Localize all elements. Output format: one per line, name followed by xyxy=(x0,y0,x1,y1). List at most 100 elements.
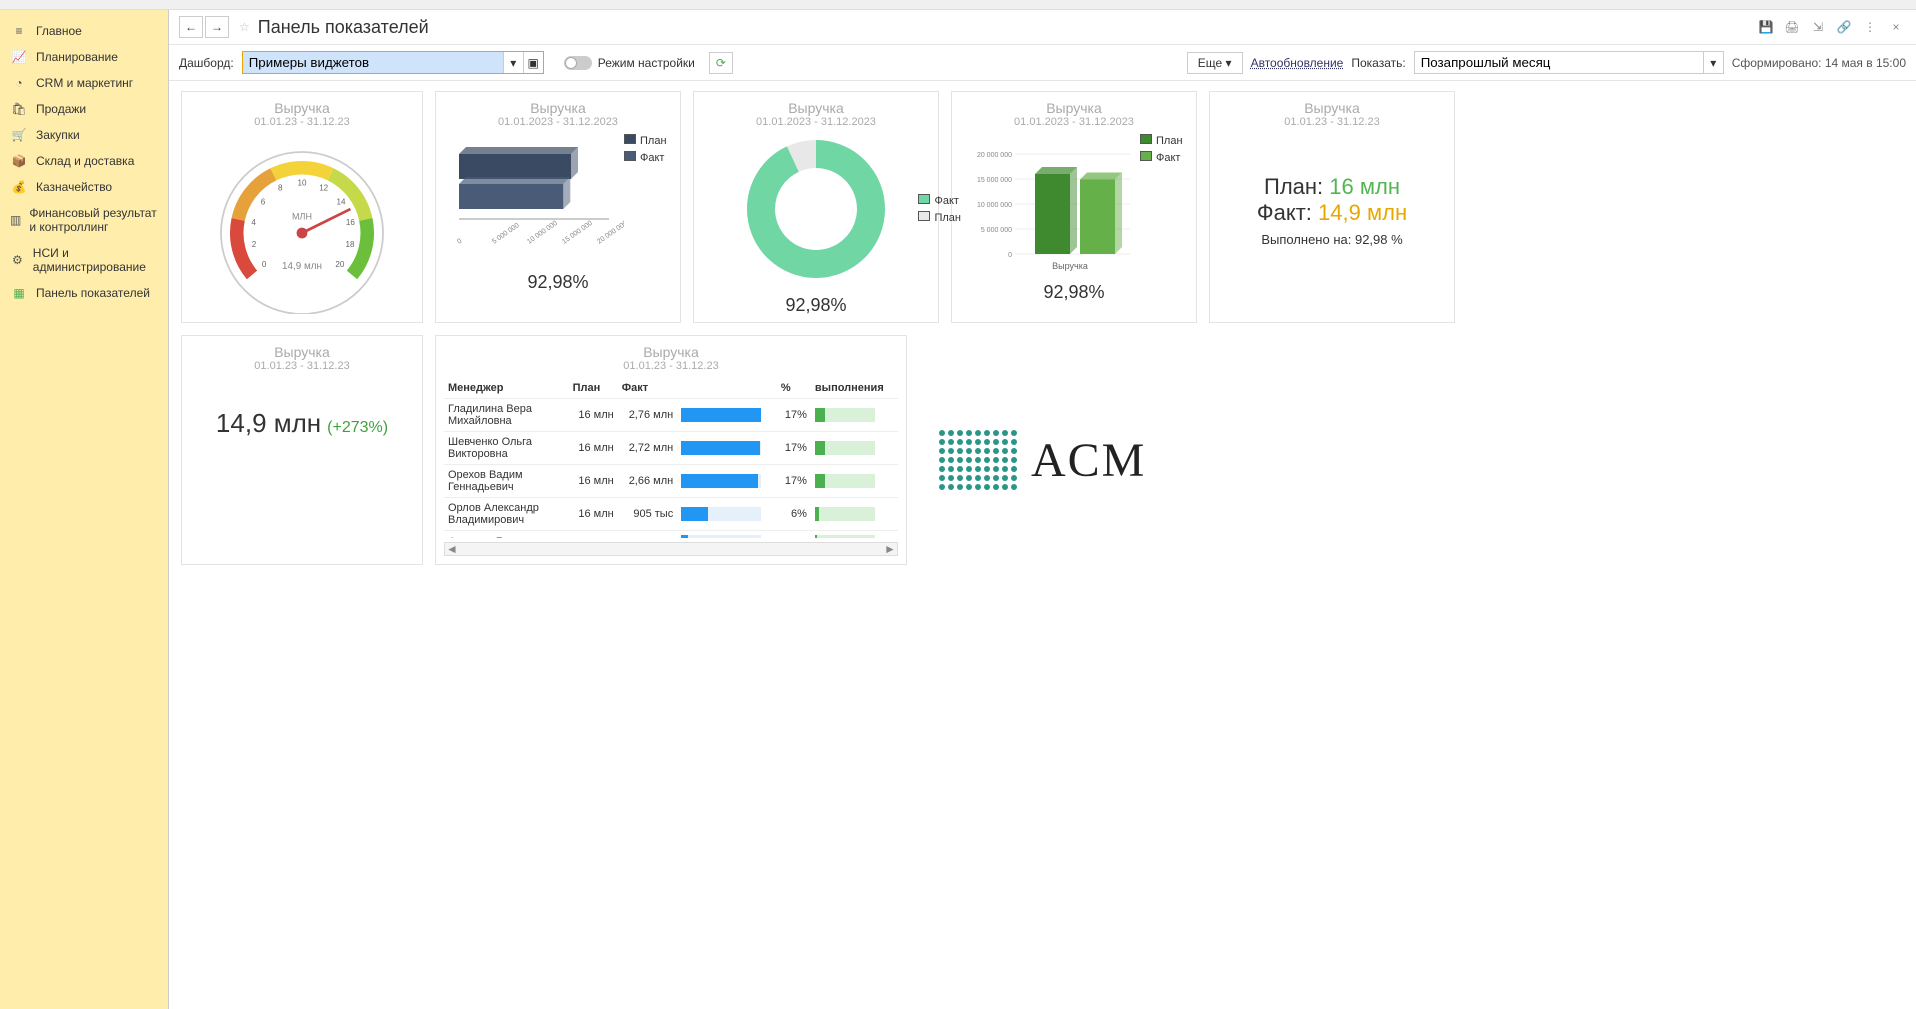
svg-text:10 000 000: 10 000 000 xyxy=(526,220,559,246)
panel-metric: 92,98% xyxy=(785,295,846,316)
mode-toggle[interactable]: Режим настройки xyxy=(564,56,695,70)
sidebar-item-crm[interactable]: ◔ CRM и маркетинг xyxy=(0,70,168,96)
sidebar-item-warehouse[interactable]: 📦Склад и доставка xyxy=(0,148,168,174)
chart-icon: 📈 xyxy=(10,50,28,64)
print-icon[interactable]: 🖨 xyxy=(1782,17,1802,37)
more-button[interactable]: Еще ▾ xyxy=(1187,52,1243,74)
scroll-right-icon[interactable]: ► xyxy=(883,542,897,556)
panel-title: Выручка xyxy=(274,344,330,360)
panel-gauge: Выручка 01.01.23 - 31.12.23 024681012141… xyxy=(181,91,423,323)
tab-bar xyxy=(0,0,1916,10)
box-icon: 📦 xyxy=(10,154,28,168)
panel-col3d: Выручка 01.01.2023 - 31.12.2023 05 000 0… xyxy=(951,91,1197,323)
sidebar-item-treasury[interactable]: 💰 Казначейство xyxy=(0,174,168,200)
delta-value: (+273%) xyxy=(327,419,388,437)
money-icon: 💰 xyxy=(10,180,28,194)
dashboard-input[interactable] xyxy=(243,52,503,73)
svg-text:12: 12 xyxy=(319,184,328,193)
sidebar-item-label: CRM и маркетинг xyxy=(36,76,133,90)
panel-title: Выручка xyxy=(274,100,330,116)
panel-table: Выручка 01.01.23 - 31.12.23 МенеджерПлан… xyxy=(435,335,907,565)
header: ← → ☆ Панель показателей 💾 🖨 ⇲ 🔗 ⋮ × xyxy=(169,10,1916,45)
sidebar-item-sales[interactable]: 🛍Продажи xyxy=(0,96,168,122)
panel-title: Выручка xyxy=(530,100,586,116)
generated-label: Сформировано: 14 мая в 15:00 xyxy=(1732,56,1906,70)
panel-subtitle: 01.01.23 - 31.12.23 xyxy=(1284,116,1379,128)
donut-legend: Факт План xyxy=(918,194,961,224)
table-row: Гладилина Вера Михайловна 16 млн 2,76 мл… xyxy=(444,399,898,432)
panel-subtitle: 01.01.2023 - 31.12.2023 xyxy=(1014,116,1134,128)
period-input[interactable] xyxy=(1414,51,1704,74)
dashboard-select[interactable]: ▾ ▣ xyxy=(242,51,544,74)
auto-update-link[interactable]: Автообновление xyxy=(1251,56,1344,70)
mode-label: Режим настройки xyxy=(598,56,695,70)
forward-button[interactable]: → xyxy=(205,16,229,38)
sidebar-item-label: Панель показателей xyxy=(36,286,150,300)
back-button[interactable]: ← xyxy=(179,16,203,38)
svg-text:10: 10 xyxy=(298,179,307,188)
more-icon[interactable]: ⋮ xyxy=(1860,17,1880,37)
close-icon[interactable]: × xyxy=(1886,17,1906,37)
panel-big-number: Выручка 01.01.23 - 31.12.23 14,9 млн (+2… xyxy=(181,335,423,565)
logo-dots xyxy=(939,430,1017,490)
scroll-left-icon[interactable]: ◄ xyxy=(445,542,459,556)
content: Выручка 01.01.23 - 31.12.23 0 2 4 6 8 10 12 14 1… xyxy=(169,81,1916,1009)
panel-donut: Выручка 01.01.2023 - 31.12.2023 Факт Пла… xyxy=(693,91,939,323)
export-icon[interactable]: ⇲ xyxy=(1808,17,1828,37)
svg-text:20 000 000: 20 000 000 xyxy=(596,220,624,246)
panel-subtitle: 01.01.23 - 31.12.23 xyxy=(254,360,349,372)
svg-text:20 000 000: 20 000 000 xyxy=(977,152,1012,159)
sidebar-item-main[interactable]: ≡Главное xyxy=(0,18,168,44)
gauge-chart: 02468101214161820МЛН14,9 млн xyxy=(212,134,392,314)
table-row: Орехов Вадим Геннадьевич 16 млн 2,66 млн… xyxy=(444,465,898,498)
sidebar-item-dashboard[interactable]: ▦Панель показателей xyxy=(0,280,168,306)
svg-text:20: 20 xyxy=(335,260,344,269)
sidebar-item-label: Главное xyxy=(36,24,82,38)
bar3d-chart: 05 000 00010 000 00015 000 00020 000 000 xyxy=(444,134,624,264)
panel-subtitle: 01.01.2023 - 31.12.2023 xyxy=(498,116,618,128)
svg-text:2: 2 xyxy=(252,240,257,249)
dashboard-label: Дашборд: xyxy=(179,56,234,70)
star-icon[interactable]: ☆ xyxy=(239,20,250,34)
svg-text:14,9 млн: 14,9 млн xyxy=(282,261,322,272)
panel-subtitle: 01.01.23 - 31.12.23 xyxy=(444,360,898,372)
period-select[interactable]: ▾ xyxy=(1414,51,1724,74)
svg-text:14: 14 xyxy=(337,198,346,207)
svg-text:10 000 000: 10 000 000 xyxy=(977,202,1012,209)
save-icon[interactable]: 💾 xyxy=(1756,17,1776,37)
sidebar-item-admin[interactable]: ⚙НСИ и администрирование xyxy=(0,240,168,280)
page-title: Панель показателей xyxy=(258,17,429,38)
link-icon[interactable]: 🔗 xyxy=(1834,17,1854,37)
chevron-down-icon[interactable]: ▾ xyxy=(503,52,523,73)
pie-icon: ◔ xyxy=(10,76,28,90)
svg-text:18: 18 xyxy=(346,240,355,249)
svg-text:8: 8 xyxy=(278,184,283,193)
svg-text:15 000 000: 15 000 000 xyxy=(561,220,594,246)
cart-icon: 🛒 xyxy=(10,128,28,142)
table-row: Орлов Александр Владимирович 16 млн 905 … xyxy=(444,498,898,531)
big-value: 14,9 млн xyxy=(216,408,321,439)
svg-text:0: 0 xyxy=(456,238,463,246)
bars-icon: ▥ xyxy=(10,213,21,227)
panel-title: Выручка xyxy=(1304,100,1360,116)
sidebar-item-label: НСИ и администрирование xyxy=(33,246,158,274)
svg-text:15 000 000: 15 000 000 xyxy=(977,177,1012,184)
open-icon[interactable]: ▣ xyxy=(523,52,543,73)
panel-title: Выручка xyxy=(444,344,898,360)
sidebar-item-label: Казначейство xyxy=(36,180,112,194)
svg-text:4: 4 xyxy=(251,218,256,227)
svg-text:5 000 000: 5 000 000 xyxy=(981,227,1012,234)
chevron-down-icon[interactable]: ▾ xyxy=(1704,51,1724,74)
svg-text:Выручка: Выручка xyxy=(1052,261,1088,271)
manager-table: МенеджерПланФакт%выполнения Гладилина Ве… xyxy=(444,378,898,538)
table-row: Шевченко Ольга Викторовна 16 млн 2,72 мл… xyxy=(444,432,898,465)
sidebar-item-planning[interactable]: 📈Планирование xyxy=(0,44,168,70)
kpi-fact: Факт: 14,9 млн xyxy=(1257,200,1407,226)
horizontal-scrollbar[interactable]: ◄ ► xyxy=(444,542,898,556)
refresh-button[interactable]: ⟳ xyxy=(709,52,733,74)
svg-text:6: 6 xyxy=(261,198,266,207)
sidebar-item-purchase[interactable]: 🛒Закупки xyxy=(0,122,168,148)
kpi-done: Выполнено на: 92,98 % xyxy=(1257,232,1407,247)
panel-subtitle: 01.01.23 - 31.12.23 xyxy=(254,116,349,128)
sidebar-item-finance[interactable]: ▥Финансовый результат и контроллинг xyxy=(0,200,168,240)
